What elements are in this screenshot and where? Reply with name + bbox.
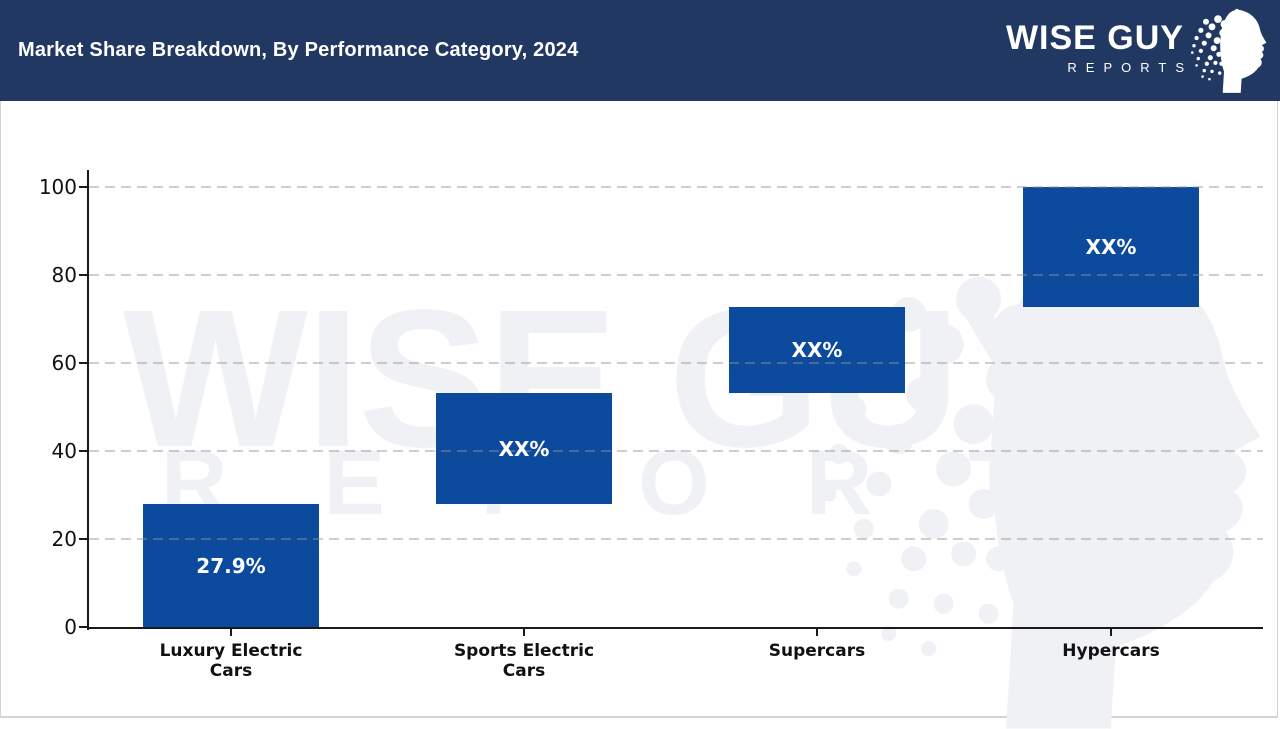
x-category-label-1: Sports Electric Cars [394,641,654,681]
logo-text: WISE GUY REPORTS [1006,20,1184,75]
y-tick-label-60: 60 [51,351,77,375]
y-tick-label-100: 100 [38,175,77,199]
y-axis-line [87,170,89,630]
y-tick-mark-20 [79,538,89,540]
x-tick-mark-2 [816,628,818,636]
x-category-label-line: Hypercars [1062,641,1160,661]
x-category-label-3: Hypercars [981,641,1241,661]
x-category-label-2: Supercars [687,641,947,661]
wiseguy-face-icon [1191,8,1267,93]
y-tick-label-40: 40 [51,439,77,463]
y-tick-label-80: 80 [51,263,77,287]
wiseguy-logo: WISE GUY REPORTS [1004,4,1272,98]
bar-value-label-1: XX% [498,436,550,461]
x-category-label-line: Sports Electric [453,641,595,661]
gridline-20 [89,538,1263,540]
gridline-80 [89,274,1263,276]
chart-card: WISE GUY REPORTS 0 20 40 60 80 100 27.9% Luxury… [0,101,1278,729]
bar-2 [729,307,905,393]
x-category-label-0: Luxury Electric Cars [101,641,361,681]
y-tick-mark-0 [79,626,89,628]
bar-value-label-2: XX% [791,338,843,363]
x-category-label-line: Supercars [768,641,866,661]
bar-value-label-3: XX% [1085,235,1137,260]
logo-wordmark: WISE GUY [1005,19,1184,57]
x-tick-mark-1 [523,628,525,636]
x-category-label-line: Cars [209,661,253,681]
bar-3 [1023,187,1199,308]
gridline-100 [89,186,1263,188]
gridline-60 [89,362,1263,364]
y-tick-mark-80 [79,274,89,276]
page-title: Market Share Breakdown, By Performance C… [18,39,579,61]
y-tick-label-0: 0 [64,615,77,639]
gridline-40 [89,450,1263,452]
bar-1 [436,392,612,505]
x-tick-mark-0 [230,628,232,636]
bar-0 [143,504,319,627]
y-tick-mark-40 [79,450,89,452]
x-tick-mark-3 [1110,628,1112,636]
y-tick-mark-60 [79,362,89,364]
bar-value-label-0: 27.9% [196,553,266,578]
x-category-label-line: Cars [502,661,546,681]
y-tick-mark-100 [79,186,89,188]
logo-subtitle: REPORTS [1067,60,1193,75]
y-tick-label-20: 20 [51,527,77,551]
x-axis-line [87,627,1263,629]
x-category-label-line: Luxury Electric [159,641,303,661]
header-bar: Market Share Breakdown, By Performance C… [0,0,1280,101]
